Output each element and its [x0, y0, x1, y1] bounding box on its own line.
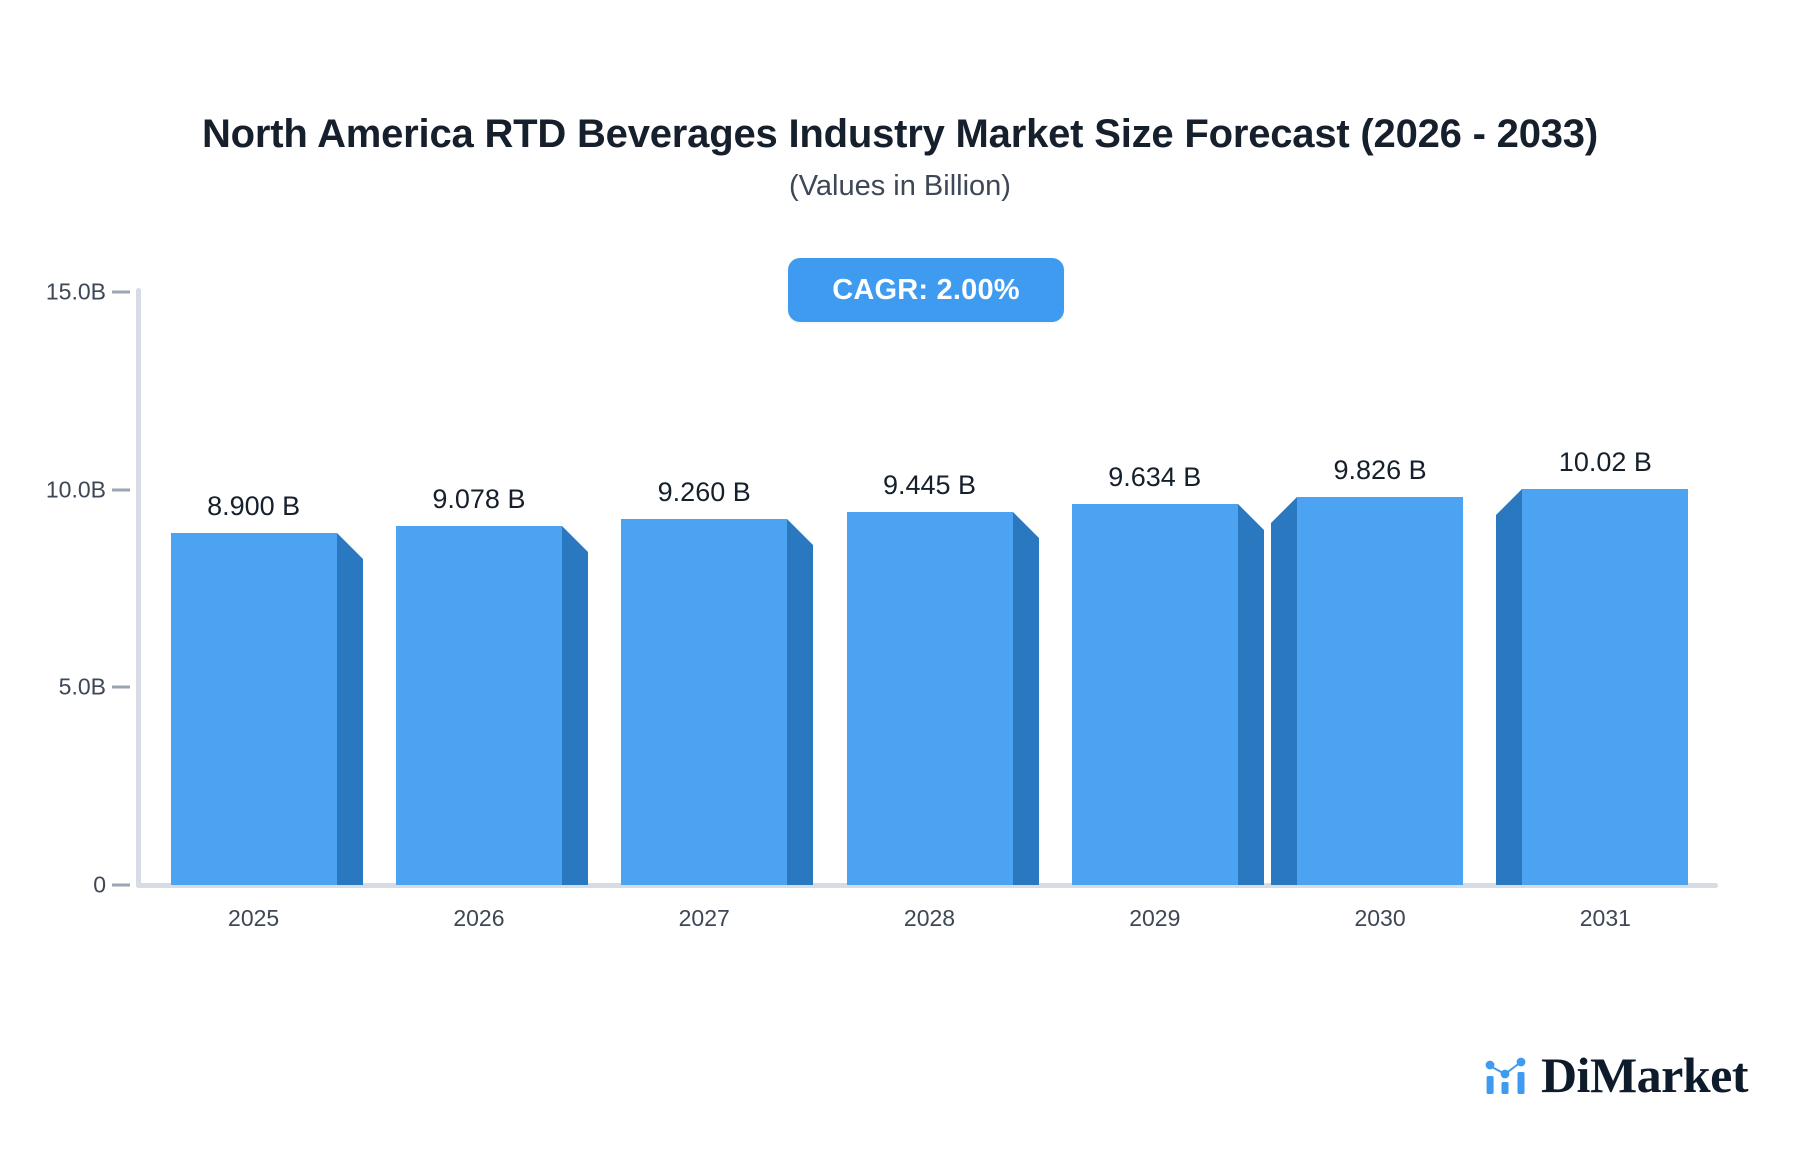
x-tick-label: 2027: [678, 905, 730, 931]
bar-side-face: [1496, 514, 1523, 885]
y-tick-dash: [112, 685, 130, 689]
bar-front-face: [1297, 496, 1464, 885]
bar-value-label: 8.900 B: [207, 491, 301, 522]
x-tick-label: 2026: [453, 905, 505, 931]
y-tick-label: 15.0B: [45, 278, 106, 305]
bar-front-face: [1522, 488, 1689, 885]
bar-top-bevel: [336, 533, 363, 560]
chart-subtitle: (Values in Billion): [789, 170, 1011, 202]
bar-2025[interactable]: 8.900 B: [170, 491, 363, 885]
cagr-badge: CAGR: 2.00%: [788, 258, 1064, 322]
bar-value-label: 9.260 B: [657, 476, 751, 507]
bar-side-face: [1012, 537, 1039, 885]
bar-top-bevel: [1496, 488, 1523, 515]
bar-top-bevel: [1012, 511, 1039, 538]
bar-chart-icon: [1483, 1052, 1529, 1098]
bar-2028[interactable]: 9.445 B: [846, 470, 1039, 885]
bar-side-face: [787, 544, 814, 885]
bar-value-label: 9.445 B: [882, 469, 977, 500]
bar-front-face: [170, 533, 337, 885]
x-tick-label: 2029: [1129, 905, 1181, 931]
dimarket-logo: DiMarket: [1483, 1046, 1749, 1104]
bar-value-label: 9.078 B: [432, 484, 526, 515]
y-tick-dash: [112, 883, 130, 887]
cagr-badge-label: CAGR: 2.00%: [832, 273, 1020, 306]
x-tick-label: 2028: [903, 905, 956, 931]
y-tick-label: 5.0B: [58, 673, 106, 700]
page-title: North America RTD Beverages Industry Mar…: [202, 112, 1598, 156]
bar-2031[interactable]: 10.02 B: [1496, 447, 1689, 885]
y-tick-label: 0: [93, 871, 106, 898]
bar-2027[interactable]: 9.260 B: [621, 477, 814, 885]
bar-side-face: [336, 559, 363, 885]
x-axis-line: [136, 883, 1718, 888]
bar-2030[interactable]: 9.826 B: [1271, 455, 1464, 885]
bar-2029[interactable]: 9.634 B: [1071, 462, 1264, 885]
x-tick-label: 2030: [1354, 905, 1406, 931]
bar-value-label: 9.634 B: [1108, 462, 1202, 493]
y-tick-label: 10.0B: [45, 476, 106, 503]
bar-top-bevel: [1237, 504, 1264, 531]
bar-front-face: [846, 511, 1013, 885]
bar-front-face: [621, 518, 788, 885]
y-tick-dash: [112, 488, 130, 492]
bar-side-face: [561, 552, 588, 885]
logo-wordmark: DiMarket: [1540, 1047, 1749, 1103]
bar-front-face: [1071, 504, 1238, 885]
bar-side-face: [1271, 522, 1298, 885]
bar-2026[interactable]: 9.078 B: [395, 484, 588, 885]
x-tick-label: 2031: [1579, 905, 1631, 931]
bar-top-bevel: [1271, 496, 1298, 523]
x-tick-label: 2025: [228, 905, 280, 931]
y-axis-line: [136, 288, 141, 888]
bar-value-label: 9.826 B: [1333, 454, 1427, 485]
y-tick-dash: [112, 290, 130, 294]
bar-front-face: [395, 526, 562, 885]
bar-value-label: 10.02 B: [1558, 446, 1652, 477]
bar-top-bevel: [561, 526, 588, 553]
bar-top-bevel: [787, 518, 814, 545]
bar-side-face: [1237, 530, 1264, 885]
